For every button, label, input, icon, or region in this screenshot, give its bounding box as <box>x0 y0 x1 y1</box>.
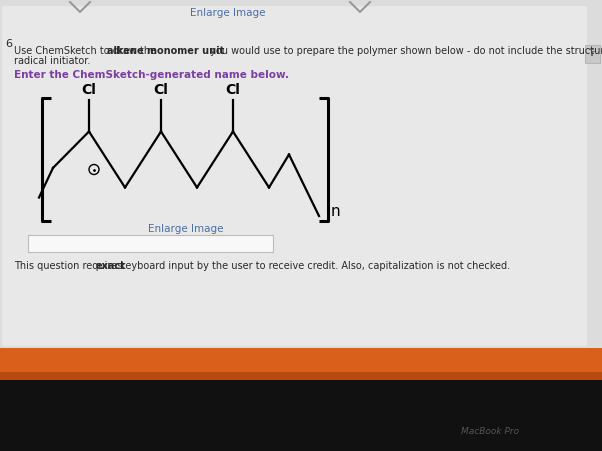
Text: Cl: Cl <box>154 83 169 97</box>
Text: This question requires: This question requires <box>14 261 125 271</box>
Bar <box>2 6 587 346</box>
Bar <box>585 45 600 63</box>
Text: 6: 6 <box>5 39 12 49</box>
Bar <box>0 0 602 348</box>
Text: MacBook Pro: MacBook Pro <box>461 427 519 436</box>
Bar <box>0 372 602 380</box>
Text: alkene monomer unit: alkene monomer unit <box>107 46 225 56</box>
Text: you would use to prepare the polymer shown below - do not include the structure : you would use to prepare the polymer sho… <box>207 46 602 56</box>
Bar <box>0 348 602 380</box>
Text: Cl: Cl <box>226 83 240 97</box>
Text: Use ChemSketch to draw the: Use ChemSketch to draw the <box>14 46 160 56</box>
Bar <box>0 380 602 451</box>
Text: exact: exact <box>96 261 126 271</box>
Text: Cl: Cl <box>81 83 96 97</box>
Text: Tr: Tr <box>589 50 595 59</box>
Text: n: n <box>331 204 341 219</box>
Text: Enter the ChemSketch-generated name below.: Enter the ChemSketch-generated name belo… <box>14 70 289 80</box>
Text: Enlarge Image: Enlarge Image <box>148 224 223 234</box>
Text: keyboard input by the user to receive credit. Also, capitalization is not checke: keyboard input by the user to receive cr… <box>117 261 510 271</box>
Text: radical initiator.: radical initiator. <box>14 56 90 66</box>
Text: Enlarge Image: Enlarge Image <box>190 8 265 18</box>
Bar <box>28 235 273 252</box>
